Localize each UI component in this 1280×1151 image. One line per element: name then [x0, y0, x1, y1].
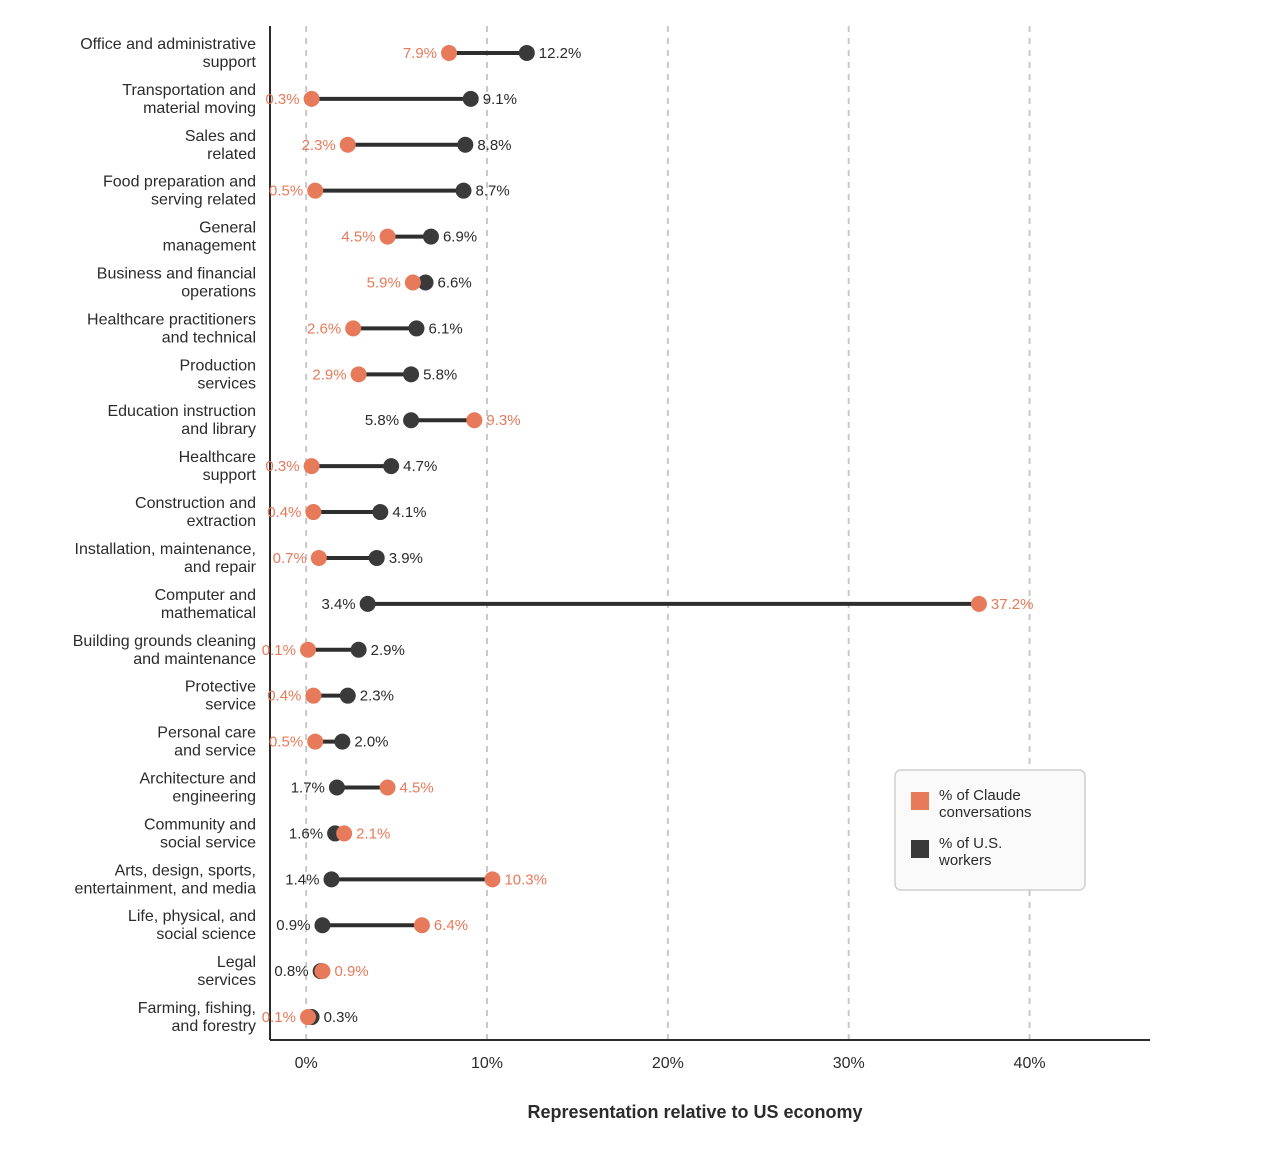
claude-marker: [305, 688, 321, 704]
x-tick-label: 40%: [1014, 1055, 1046, 1072]
claude-marker: [971, 596, 987, 612]
claude-value: 0.5%: [269, 183, 303, 200]
workers-marker: [408, 320, 424, 336]
category-label: Computer andmathematical: [155, 587, 256, 622]
category-label: Community andsocial service: [144, 816, 256, 851]
workers-marker: [369, 550, 385, 566]
workers-value: 2.0%: [354, 734, 388, 751]
legend-swatch-workers: [911, 840, 929, 858]
legend: % of Claudeconversations% of U.S.workers: [895, 770, 1085, 890]
claude-marker: [466, 412, 482, 428]
workers-value: 2.9%: [371, 642, 405, 659]
claude-marker: [300, 642, 316, 658]
workers-marker: [314, 917, 330, 933]
claude-value: 0.3%: [265, 458, 299, 475]
claude-marker: [351, 366, 367, 382]
claude-marker: [300, 1009, 316, 1025]
workers-value: 0.3%: [324, 1009, 358, 1026]
x-tick-label: 10%: [471, 1055, 503, 1072]
claude-value: 0.1%: [262, 1009, 296, 1026]
claude-marker: [380, 780, 396, 796]
x-tick-label: 20%: [652, 1055, 684, 1072]
claude-value: 7.9%: [403, 45, 437, 62]
x-axis-label: Representation relative to US economy: [527, 1102, 862, 1122]
workers-value: 1.4%: [285, 871, 319, 888]
workers-marker: [457, 137, 473, 153]
workers-value: 6.1%: [428, 320, 462, 337]
workers-marker: [519, 45, 535, 61]
workers-value: 1.6%: [289, 825, 323, 842]
claude-value: 4.5%: [341, 229, 375, 246]
claude-marker: [304, 458, 320, 474]
claude-marker: [380, 229, 396, 245]
workers-value: 6.9%: [443, 229, 477, 246]
workers-marker: [463, 91, 479, 107]
claude-value: 2.1%: [356, 825, 390, 842]
workers-marker: [456, 183, 472, 199]
claude-marker: [307, 183, 323, 199]
workers-marker: [360, 596, 376, 612]
claude-value: 2.3%: [302, 137, 336, 154]
claude-value: 6.4%: [434, 917, 468, 934]
workers-marker: [403, 412, 419, 428]
workers-value: 1.7%: [291, 780, 325, 797]
claude-value: 0.3%: [265, 91, 299, 108]
workers-marker: [372, 504, 388, 520]
claude-marker: [340, 137, 356, 153]
claude-marker: [405, 275, 421, 291]
claude-marker: [345, 320, 361, 336]
workers-value: 12.2%: [539, 45, 582, 62]
workers-value: 9.1%: [483, 91, 517, 108]
workers-marker: [323, 871, 339, 887]
workers-value: 5.8%: [423, 366, 457, 383]
dumbbell-chart: 0% 10% 20% 30% 40% Representation relative to…: [0, 0, 1280, 1151]
x-tick-label: 0%: [295, 1055, 318, 1072]
claude-marker: [307, 734, 323, 750]
legend-label-claude: % of Claudeconversations: [939, 787, 1032, 821]
workers-value: 8.8%: [477, 137, 511, 154]
workers-value: 8.7%: [476, 183, 510, 200]
workers-value: 2.3%: [360, 688, 394, 705]
claude-value: 4.5%: [400, 780, 434, 797]
claude-value: 0.7%: [273, 550, 307, 567]
claude-marker: [311, 550, 327, 566]
claude-value: 10.3%: [504, 871, 547, 888]
claude-value: 2.6%: [307, 320, 341, 337]
workers-marker: [403, 366, 419, 382]
workers-marker: [351, 642, 367, 658]
claude-value: 37.2%: [991, 596, 1034, 613]
workers-marker: [423, 229, 439, 245]
x-tick-label: 30%: [833, 1055, 865, 1072]
claude-value: 0.5%: [269, 734, 303, 751]
workers-value: 0.8%: [274, 963, 308, 980]
claude-value: 2.9%: [312, 366, 346, 383]
claude-marker: [314, 963, 330, 979]
claude-marker: [304, 91, 320, 107]
workers-value: 4.7%: [403, 458, 437, 475]
workers-value: 3.4%: [321, 596, 355, 613]
workers-value: 4.1%: [392, 504, 426, 521]
claude-value: 0.9%: [334, 963, 368, 980]
claude-value: 0.4%: [267, 504, 301, 521]
category-label: Transportation andmaterial moving: [122, 82, 256, 117]
claude-marker: [336, 825, 352, 841]
workers-value: 6.6%: [438, 275, 472, 292]
workers-value: 0.9%: [276, 917, 310, 934]
claude-value: 0.1%: [262, 642, 296, 659]
workers-value: 3.9%: [389, 550, 423, 567]
workers-marker: [329, 780, 345, 796]
claude-marker: [305, 504, 321, 520]
workers-marker: [334, 734, 350, 750]
claude-value: 9.3%: [486, 412, 520, 429]
claude-value: 5.9%: [367, 275, 401, 292]
claude-value: 0.4%: [267, 688, 301, 705]
claude-marker: [414, 917, 430, 933]
workers-marker: [340, 688, 356, 704]
chart-svg: 0% 10% 20% 30% 40% Representation relative to…: [0, 0, 1280, 1151]
claude-marker: [484, 871, 500, 887]
legend-swatch-claude: [911, 792, 929, 810]
claude-marker: [441, 45, 457, 61]
workers-value: 5.8%: [365, 412, 399, 429]
workers-marker: [383, 458, 399, 474]
